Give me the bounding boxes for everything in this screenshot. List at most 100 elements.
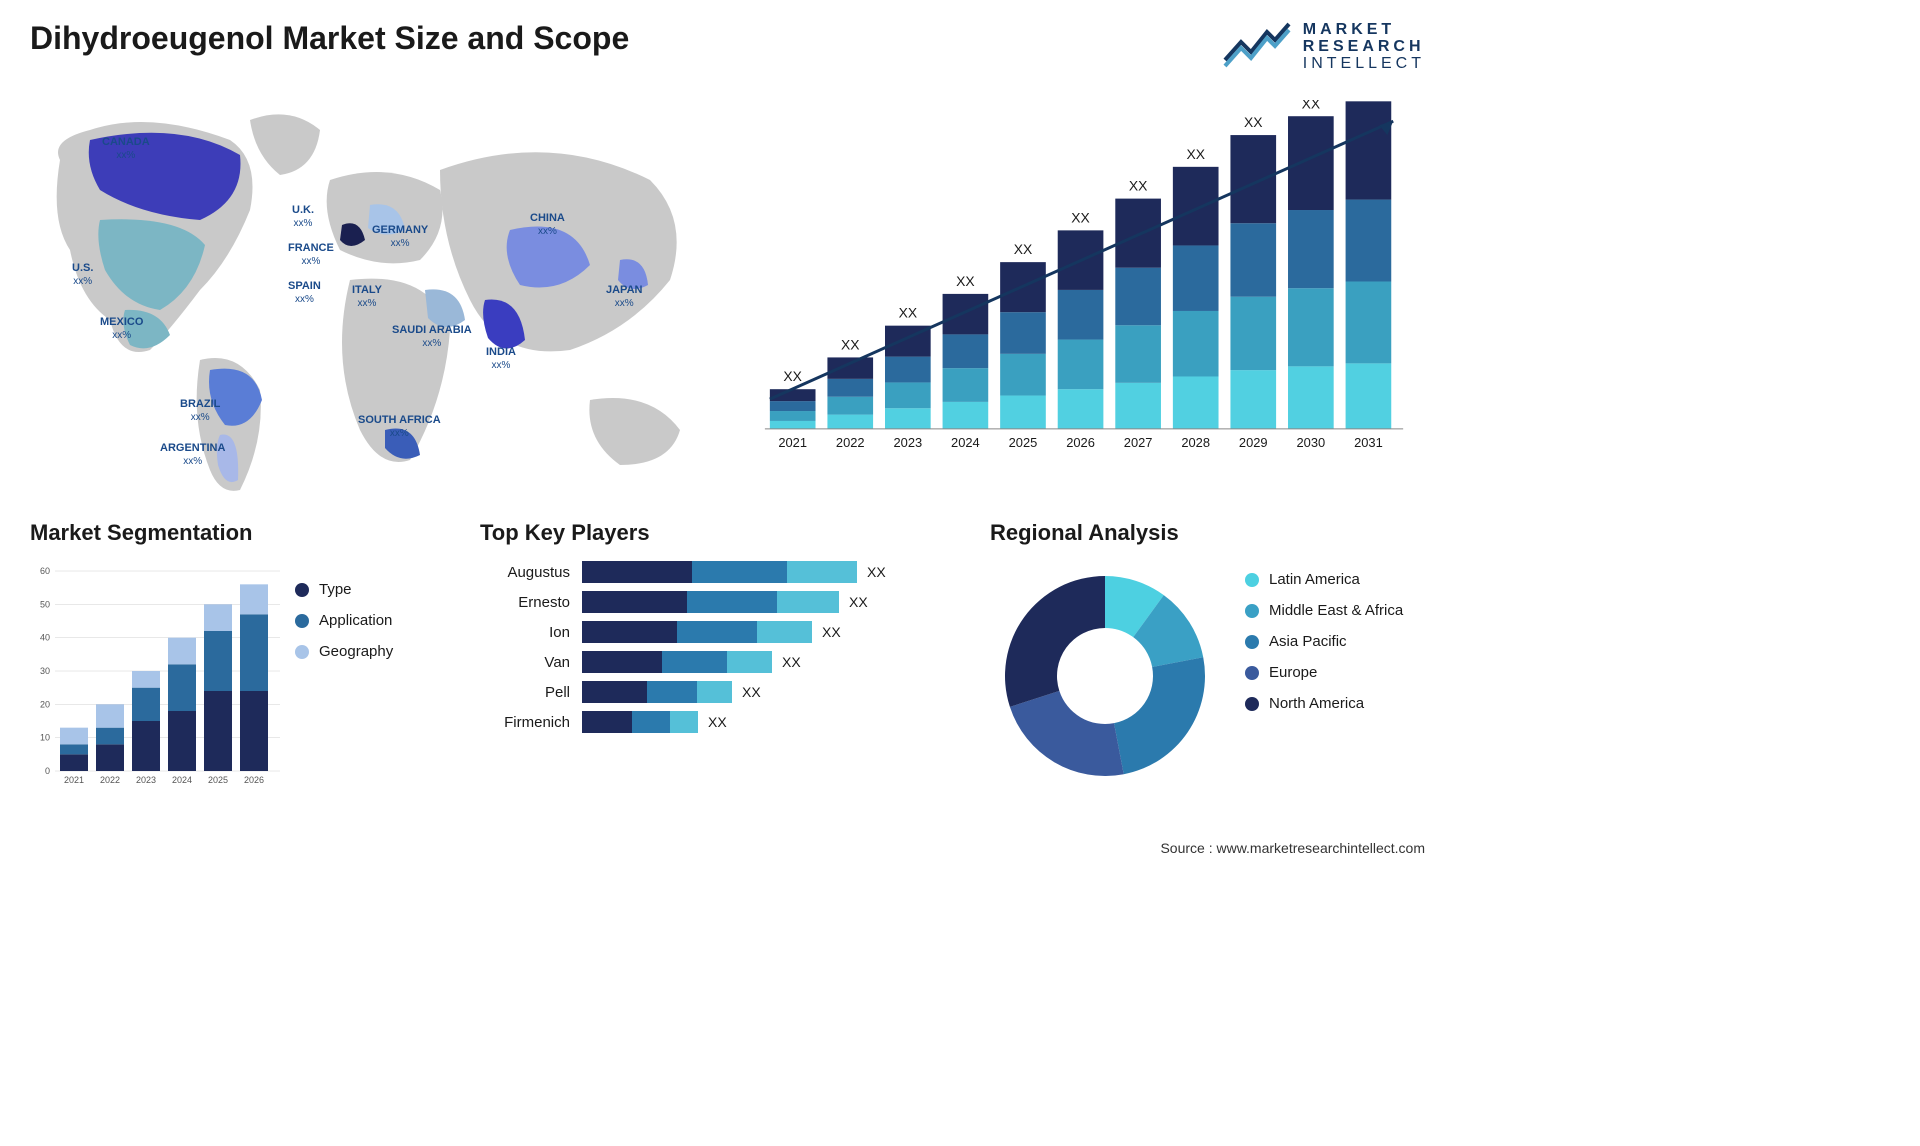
player-row: AugustusXX xyxy=(480,561,960,583)
seg-bar-seg xyxy=(60,728,88,745)
legend-dot-icon xyxy=(295,583,309,597)
svg-text:2025: 2025 xyxy=(208,775,228,785)
growth-bar-seg xyxy=(770,401,816,411)
seg-legend-item: Application xyxy=(295,612,393,629)
growth-bar-seg xyxy=(943,334,989,368)
seg-bar-seg xyxy=(240,584,268,614)
logo-text-2: RESEARCH xyxy=(1303,39,1425,56)
seg-bar-seg xyxy=(204,631,232,691)
growth-bar-seg xyxy=(1346,363,1392,429)
map-label-uk: U.K.xx% xyxy=(292,204,314,229)
growth-bar-seg xyxy=(827,397,873,415)
player-bar-seg xyxy=(582,651,662,673)
growth-bar-seg xyxy=(1230,223,1276,296)
growth-bar-seg xyxy=(1173,245,1219,311)
growth-bar-seg xyxy=(1173,311,1219,377)
growth-bar-seg xyxy=(827,357,873,378)
growth-year-label: 2024 xyxy=(951,435,980,450)
svg-text:10: 10 xyxy=(40,733,50,743)
player-bar-seg xyxy=(692,561,787,583)
regional-panel: Regional Analysis Latin AmericaMiddle Ea… xyxy=(990,520,1425,791)
map-label-mexico: MEXICOxx% xyxy=(100,316,143,341)
growth-bar-seg xyxy=(1288,288,1334,366)
player-bar-seg xyxy=(582,681,647,703)
map-label-argentina: ARGENTINAxx% xyxy=(160,442,225,467)
growth-bar-seg xyxy=(1346,281,1392,363)
players-title: Top Key Players xyxy=(480,520,960,546)
region-legend-item: Europe xyxy=(1245,664,1403,681)
growth-bar-label: XX xyxy=(1186,146,1205,162)
region-legend-item: North America xyxy=(1245,695,1403,712)
growth-bar-label: XX xyxy=(1244,114,1263,130)
growth-bar-seg xyxy=(1058,340,1104,390)
donut-slice xyxy=(1005,576,1105,707)
growth-bar-seg xyxy=(943,402,989,429)
player-row: PellXX xyxy=(480,681,960,703)
player-name: Pell xyxy=(480,684,570,701)
growth-bar-seg xyxy=(1000,396,1046,429)
legend-dot-icon xyxy=(295,645,309,659)
player-bar-seg xyxy=(727,651,772,673)
growth-bar-label: XX xyxy=(899,305,918,321)
legend-label: Application xyxy=(319,612,392,629)
seg-bar-seg xyxy=(168,711,196,771)
growth-bar-seg xyxy=(770,421,816,429)
logo-mark-icon xyxy=(1223,20,1293,75)
logo-text-1: MARKET xyxy=(1303,22,1425,39)
map-label-china: CHINAxx% xyxy=(530,212,565,237)
growth-bar-seg xyxy=(1346,101,1392,199)
player-bar-seg xyxy=(582,561,692,583)
segmentation-legend: TypeApplicationGeography xyxy=(295,561,393,791)
map-label-canada: CANADAxx% xyxy=(102,136,150,161)
growth-year-label: 2028 xyxy=(1181,435,1210,450)
svg-text:60: 60 xyxy=(40,566,50,576)
growth-bar-seg xyxy=(885,408,931,429)
growth-bar-seg xyxy=(1000,312,1046,354)
legend-dot-icon xyxy=(1245,635,1259,649)
seg-bar-seg xyxy=(168,664,196,711)
seg-bar-seg xyxy=(96,728,124,745)
player-row: Van XX xyxy=(480,651,960,673)
seg-bar-seg xyxy=(96,744,124,771)
player-bar-seg xyxy=(677,621,757,643)
seg-bar-seg xyxy=(96,704,124,727)
growth-bar-seg xyxy=(1058,290,1104,340)
seg-legend-item: Type xyxy=(295,581,393,598)
growth-bar-label: XX xyxy=(1014,241,1033,257)
legend-dot-icon xyxy=(1245,573,1259,587)
players-panel: Top Key Players AugustusXXErnestoXXIonXX… xyxy=(480,520,960,791)
growth-bar-seg xyxy=(943,368,989,402)
player-row: Firmenich XX xyxy=(480,711,960,733)
svg-text:2026: 2026 xyxy=(244,775,264,785)
legend-label: North America xyxy=(1269,695,1364,712)
legend-label: Europe xyxy=(1269,664,1317,681)
player-value-label: XX xyxy=(708,714,727,730)
growth-bar-label: XX xyxy=(1129,178,1148,194)
player-bar-seg xyxy=(697,681,732,703)
growth-year-label: 2027 xyxy=(1124,435,1153,450)
player-bar-seg xyxy=(582,591,687,613)
growth-bar-label: XX xyxy=(783,368,802,384)
growth-bar-seg xyxy=(1288,366,1334,429)
growth-bar-seg xyxy=(1115,268,1161,326)
growth-bar-seg xyxy=(1230,297,1276,370)
legend-label: Latin America xyxy=(1269,571,1360,588)
source-attribution: Source : www.marketresearchintellect.com xyxy=(1160,840,1425,856)
player-bar xyxy=(582,621,812,643)
growth-bar-seg xyxy=(827,415,873,429)
player-value-label: XX xyxy=(782,654,801,670)
player-name: Firmenich xyxy=(480,714,570,731)
svg-text:2023: 2023 xyxy=(136,775,156,785)
growth-bar-label: XX xyxy=(1071,209,1090,225)
map-label-france: FRANCExx% xyxy=(288,242,334,267)
growth-bar-seg xyxy=(1230,370,1276,429)
player-name: Van xyxy=(480,654,570,671)
brand-logo: MARKET RESEARCH INTELLECT xyxy=(1223,20,1425,75)
growth-bar-label: XX xyxy=(841,336,860,352)
svg-text:40: 40 xyxy=(40,633,50,643)
player-value-label: XX xyxy=(867,564,886,580)
growth-year-label: 2026 xyxy=(1066,435,1095,450)
seg-bar-seg xyxy=(240,691,268,771)
regional-legend: Latin AmericaMiddle East & AfricaAsia Pa… xyxy=(1245,561,1403,712)
growth-year-label: 2030 xyxy=(1297,435,1326,450)
